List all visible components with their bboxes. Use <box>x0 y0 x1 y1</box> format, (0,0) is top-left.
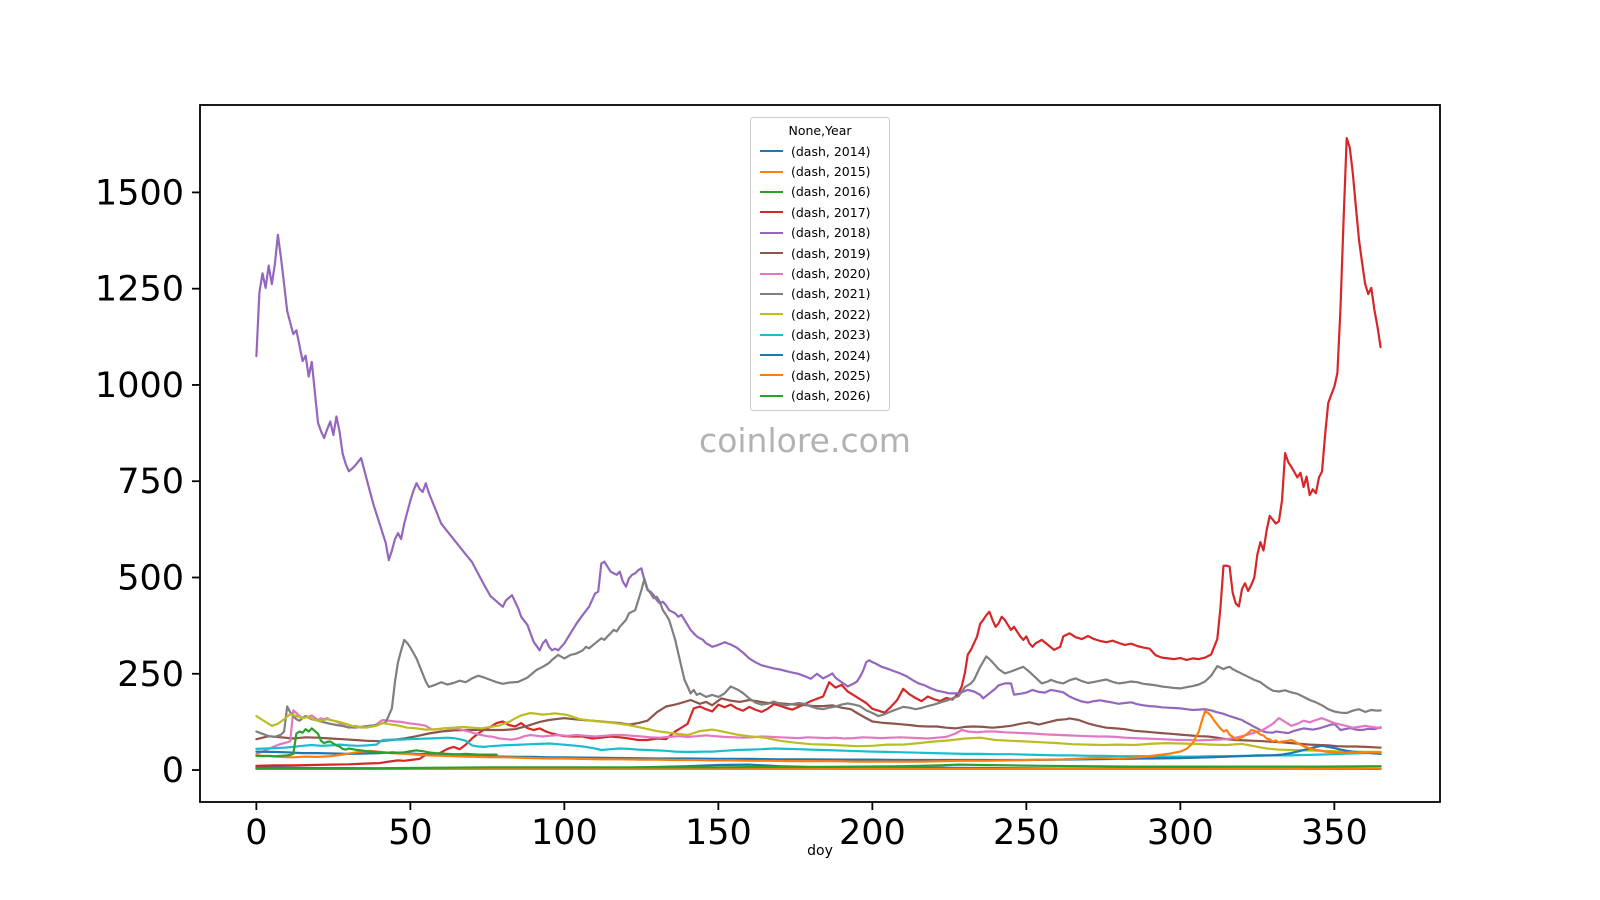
legend-item-dash-2026: (dash, 2026) <box>751 386 889 406</box>
legend-item-dash-2024: (dash, 2024) <box>751 345 889 365</box>
legend-label: (dash, 2026) <box>791 388 871 404</box>
legend-label: (dash, 2021) <box>791 286 871 302</box>
y-tick-label: 250 <box>117 655 184 695</box>
y-tick-label: 1000 <box>95 366 184 406</box>
legend-item-dash-2018: (dash, 2018) <box>751 223 889 243</box>
legend-label: (dash, 2014) <box>791 143 871 159</box>
y-tick-label: 1250 <box>95 270 184 310</box>
legend-swatch-dash-2018 <box>760 231 783 234</box>
legend-label: (dash, 2022) <box>791 306 871 322</box>
legend-swatch-dash-2025 <box>760 374 783 377</box>
legend-label: (dash, 2019) <box>791 245 871 261</box>
series-line-dash-2023 <box>255 736 1382 758</box>
legend-label: (dash, 2018) <box>791 225 871 241</box>
legend-label: (dash, 2023) <box>791 327 871 343</box>
legend-items: (dash, 2014) (dash, 2015) (dash, 2016) (das… <box>751 141 889 406</box>
legend-swatch-dash-2014 <box>760 150 783 153</box>
series-line-dash-2026 <box>255 727 498 758</box>
x-tick-label: 100 <box>531 813 598 853</box>
x-tick-label: 150 <box>685 813 752 853</box>
legend-label: (dash, 2024) <box>791 347 871 363</box>
series-line-dash-2022 <box>255 711 1382 754</box>
series-line-dash-2016 <box>255 763 1382 770</box>
legend-swatch-dash-2022 <box>760 313 783 316</box>
x-axis-label: doy <box>807 843 833 859</box>
legend-swatch-dash-2020 <box>760 272 783 275</box>
legend-item-dash-2017: (dash, 2017) <box>751 202 889 222</box>
y-tick-label: 0 <box>162 751 184 791</box>
x-tick-label: 250 <box>993 813 1060 853</box>
legend-title: None,Year <box>788 123 852 138</box>
legend-label: (dash, 2017) <box>791 204 871 220</box>
x-tick-label: 350 <box>1301 813 1368 853</box>
series-line-dash-2025 <box>255 709 1382 763</box>
series-line-dash-2018 <box>255 233 1382 735</box>
legend-swatch-dash-2023 <box>760 333 783 336</box>
legend-item-dash-2020: (dash, 2020) <box>751 263 889 283</box>
watermark: coinlore.com <box>699 421 911 460</box>
series-line-dash-2024 <box>255 744 1382 762</box>
legend-swatch-dash-2016 <box>760 190 783 193</box>
series-line-dash-2021 <box>255 577 1382 739</box>
y-tick-label: 1500 <box>95 173 184 213</box>
legend-item-dash-2023: (dash, 2023) <box>751 325 889 345</box>
legend-item-dash-2019: (dash, 2019) <box>751 243 889 263</box>
legend-swatch-dash-2019 <box>760 252 783 255</box>
legend-item-dash-2015: (dash, 2015) <box>751 161 889 181</box>
legend-swatch-dash-2024 <box>760 354 783 357</box>
legend-item-dash-2016: (dash, 2016) <box>751 182 889 202</box>
legend-label: (dash, 2025) <box>791 367 871 383</box>
legend-swatch-dash-2026 <box>760 394 783 397</box>
legend-label: (dash, 2016) <box>791 184 871 200</box>
y-tick-label: 750 <box>117 462 184 502</box>
legend-item-dash-2021: (dash, 2021) <box>751 284 889 304</box>
legend-item-dash-2014: (dash, 2014) <box>751 141 889 161</box>
x-tick-label: 300 <box>1147 813 1214 853</box>
y-tick-label: 500 <box>117 558 184 598</box>
legend-label: (dash, 2020) <box>791 266 871 282</box>
legend-label: (dash, 2015) <box>791 164 871 180</box>
legend-swatch-dash-2015 <box>760 170 783 173</box>
legend-swatch-dash-2021 <box>760 292 783 295</box>
series-line-dash-2019 <box>255 697 1382 749</box>
x-tick-label: 0 <box>245 813 267 853</box>
legend-item-dash-2025: (dash, 2025) <box>751 365 889 385</box>
legend-item-dash-2022: (dash, 2022) <box>751 304 889 324</box>
axes-frame <box>199 104 1441 803</box>
x-tick-label: 200 <box>839 813 906 853</box>
legend-swatch-dash-2017 <box>760 211 783 214</box>
legend: None,Year (dash, 2014) (dash, 2015) (dash,… <box>750 117 890 412</box>
x-tick-label: 50 <box>388 813 433 853</box>
